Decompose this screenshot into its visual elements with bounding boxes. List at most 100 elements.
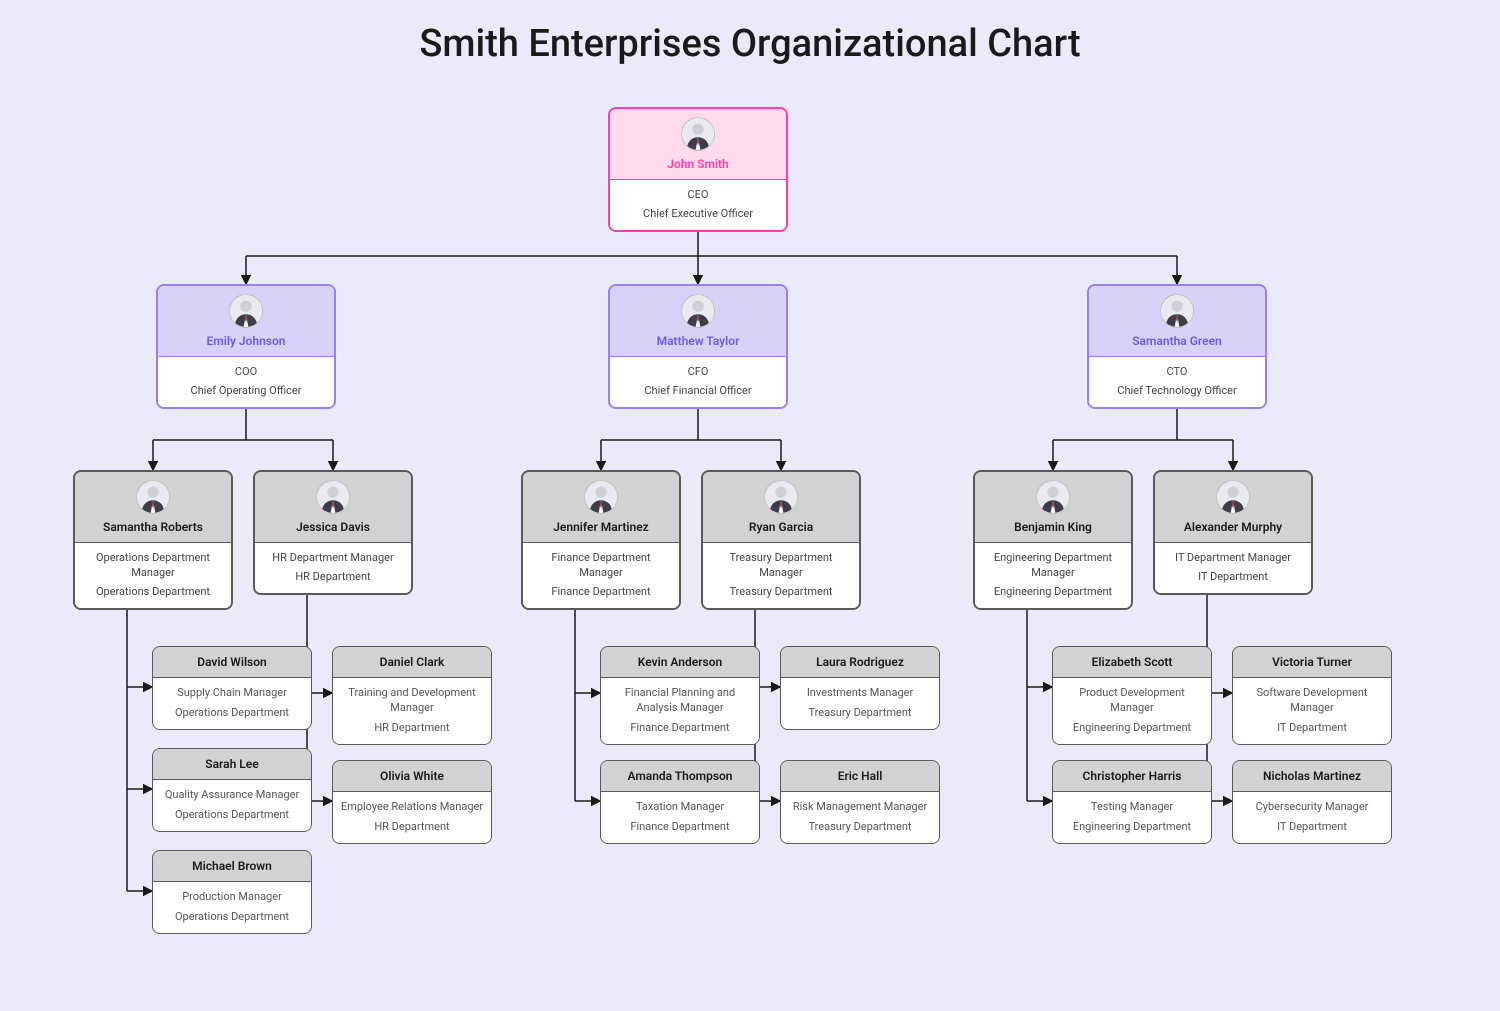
node-role: Production Manager (182, 890, 282, 905)
org-node-it2[interactable]: Nicholas Martinez Cybersecurity Manager IT… (1232, 760, 1392, 844)
node-name: Christopher Harris (1083, 769, 1182, 783)
org-node-eng2[interactable]: Christopher Harris Testing Manager Enginee… (1052, 760, 1212, 844)
node-dept: HR Department (295, 570, 370, 585)
org-node-tremgr[interactable]: Ryan Garcia Treasury Department Manager Tr… (701, 470, 861, 610)
node-dept: Operations Department (175, 808, 289, 823)
node-name: Jessica Davis (296, 520, 370, 542)
node-name: Victoria Turner (1272, 655, 1352, 669)
org-node-eng1[interactable]: Elizabeth ScottProduct Development Manag… (1052, 646, 1212, 745)
node-name: Jennifer Martinez (553, 520, 648, 542)
org-node-tre2[interactable]: Eric Hall Risk Management Manager Treasury… (780, 760, 940, 844)
node-name: David Wilson (197, 655, 266, 669)
node-role: Treasury Department Manager (709, 551, 853, 581)
node-name: Nicholas Martinez (1263, 769, 1361, 783)
node-name: Samantha Green (1132, 334, 1222, 356)
org-node-opsmgr[interactable]: Samantha Roberts Operations Department Ma… (73, 470, 233, 610)
node-role: Supply Chain Manager (177, 686, 287, 701)
node-dept: HR Department (374, 820, 449, 835)
node-role: CTO (1167, 365, 1188, 380)
node-role: IT Department Manager (1175, 551, 1291, 566)
node-dept: IT Department (1277, 721, 1347, 736)
node-role: HR Department Manager (272, 551, 393, 566)
org-node-hrmgr[interactable]: Jessica Davis HR Department Manager HR Dep… (253, 470, 413, 595)
node-role: Training and Development Manager (339, 686, 485, 716)
avatar-icon (681, 117, 715, 151)
org-node-fin1[interactable]: Kevin Anderson Financial Planning and Ana… (600, 646, 760, 745)
node-dept: Engineering Department (1073, 721, 1191, 736)
page-title: Smith Enterprises Organizational Chart (0, 22, 1500, 66)
org-node-engmgr[interactable]: Benjamin King Engineering Department Mana… (973, 470, 1133, 610)
node-role: Taxation Manager (636, 800, 724, 815)
avatar-icon (316, 480, 350, 514)
node-dept: IT Department (1198, 570, 1268, 585)
node-role: COO (235, 365, 257, 380)
org-node-itmgr[interactable]: Alexander Murphy IT Department Manager IT … (1153, 470, 1313, 595)
avatar-icon (764, 480, 798, 514)
node-role: CFO (688, 365, 709, 380)
node-name: Olivia White (380, 769, 444, 783)
node-dept: Chief Executive Officer (643, 207, 753, 222)
avatar-icon (1216, 480, 1250, 514)
org-node-finmgr[interactable]: Jennifer Martinez Finance Department Mana… (521, 470, 681, 610)
node-role: Finance Department Manager (529, 551, 673, 581)
node-name: Samantha Roberts (103, 520, 203, 542)
node-name: Michael Brown (192, 859, 272, 873)
node-dept: Operations Department (175, 706, 289, 721)
node-role: CEO (688, 188, 709, 203)
org-node-it1[interactable]: Victoria Turner Software Development Mana… (1232, 646, 1392, 745)
avatar-icon (681, 294, 715, 328)
node-dept: Treasury Department (729, 585, 832, 600)
node-name: Eric Hall (838, 769, 883, 783)
node-name: Sarah Lee (205, 757, 258, 771)
node-role: Risk Management Manager (793, 800, 927, 815)
node-role: Operations Department Manager (81, 551, 225, 581)
node-role: Financial Planning and Analysis Manager (607, 686, 753, 716)
node-dept: Treasury Department (808, 706, 911, 721)
node-name: Kevin Anderson (638, 655, 722, 669)
node-dept: Engineering Department (1073, 820, 1191, 835)
node-dept: Finance Department (630, 721, 729, 736)
node-name: Matthew Taylor (657, 334, 740, 356)
avatar-icon (1036, 480, 1070, 514)
node-dept: Operations Department (175, 910, 289, 925)
org-node-ops1[interactable]: David Wilson Supply Chain Manager Operatio… (152, 646, 312, 730)
node-dept: HR Department (374, 721, 449, 736)
node-name: Laura Rodriguez (816, 655, 904, 669)
node-role: Employee Relations Manager (341, 800, 483, 815)
node-dept: Engineering Department (994, 585, 1112, 600)
avatar-icon (229, 294, 263, 328)
org-node-hr1[interactable]: Daniel Clark Training and Development Man… (332, 646, 492, 745)
node-role: Testing Manager (1091, 800, 1173, 815)
node-name: Ryan Garcia (749, 520, 813, 542)
node-name: Daniel Clark (380, 655, 445, 669)
node-dept: IT Department (1277, 820, 1347, 835)
node-name: Emily Johnson (207, 334, 286, 356)
org-node-cfo[interactable]: Matthew Taylor CFO Chief Financial Officer (608, 284, 788, 409)
node-role: Engineering Department Manager (981, 551, 1125, 581)
avatar-icon (584, 480, 618, 514)
node-dept: Operations Department (96, 585, 210, 600)
org-node-ops2[interactable]: Sarah Lee Quality Assurance Manager Operat… (152, 748, 312, 832)
node-dept: Chief Operating Officer (191, 384, 302, 399)
org-node-fin2[interactable]: Amanda Thompson Taxation Manager Finance D… (600, 760, 760, 844)
org-node-hr2[interactable]: Olivia White Employee Relations Manager HR… (332, 760, 492, 844)
node-dept: Treasury Department (808, 820, 911, 835)
node-dept: Finance Department (630, 820, 729, 835)
node-name: Alexander Murphy (1184, 520, 1282, 542)
node-role: Quality Assurance Manager (165, 788, 299, 803)
node-name: Benjamin King (1014, 520, 1092, 542)
node-role: Cybersecurity Manager (1256, 800, 1369, 815)
org-node-coo[interactable]: Emily Johnson COO Chief Operating Officer (156, 284, 336, 409)
org-node-cto[interactable]: Samantha Green CTO Chief Technology Office… (1087, 284, 1267, 409)
node-role: Investments Manager (807, 686, 913, 701)
node-dept: Chief Financial Officer (644, 384, 751, 399)
node-role: Product Development Manager (1059, 686, 1205, 716)
node-name: Amanda Thompson (627, 769, 732, 783)
org-node-ceo[interactable]: John SmithCEOChief Executive Officer (608, 107, 788, 232)
org-node-tre1[interactable]: Laura Rodriguez Investments Manager Treasu… (780, 646, 940, 730)
avatar-icon (1160, 294, 1194, 328)
avatar-icon (136, 480, 170, 514)
org-node-ops3[interactable]: Michael Brown Production Manager Operation… (152, 850, 312, 934)
node-role: Software Development Manager (1239, 686, 1385, 716)
node-dept: Chief Technology Officer (1117, 384, 1236, 399)
